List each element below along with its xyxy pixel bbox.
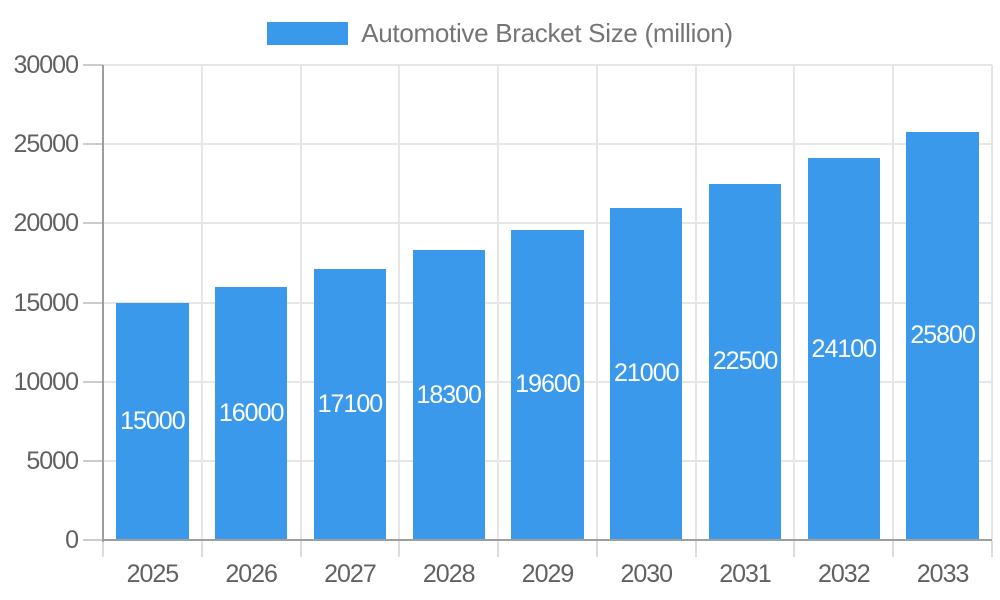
y-axis-label-5000: 5000 bbox=[26, 446, 79, 475]
bar-2025[interactable]: 15000 bbox=[116, 302, 189, 540]
y-tick-5000 bbox=[83, 459, 103, 462]
gridline-x-4 bbox=[497, 65, 500, 540]
x-axis-label-2031: 2031 bbox=[719, 560, 772, 588]
bar-value-label-2033: 25800 bbox=[910, 321, 976, 350]
gridline-x-5 bbox=[595, 65, 598, 540]
y-axis-label-30000: 30000 bbox=[13, 51, 79, 79]
gridline-x-1 bbox=[200, 65, 203, 540]
legend-label: Automotive Bracket Size (million) bbox=[361, 18, 733, 48]
y-tick-20000 bbox=[83, 222, 103, 225]
x-tick-6 bbox=[694, 541, 697, 557]
bar-value-label-2027: 17100 bbox=[317, 390, 384, 419]
y-tick-25000 bbox=[83, 143, 103, 146]
y-tick-10000 bbox=[83, 380, 103, 383]
y-axis-label-10000: 10000 bbox=[13, 367, 79, 396]
x-axis-label-2030: 2030 bbox=[620, 560, 673, 588]
legend-swatch bbox=[267, 22, 349, 45]
x-axis-label-2033: 2033 bbox=[916, 560, 970, 588]
bar-value-label-2031: 22500 bbox=[712, 347, 779, 376]
y-axis-label-20000: 20000 bbox=[13, 209, 79, 238]
gridline-x-6 bbox=[694, 65, 697, 540]
bar-2027[interactable]: 17100 bbox=[313, 269, 387, 540]
x-axis-label-2032: 2032 bbox=[818, 560, 871, 588]
bar-2033[interactable]: 25800 bbox=[906, 131, 979, 540]
x-tick-3 bbox=[398, 541, 401, 557]
gridline-y-25000 bbox=[103, 143, 992, 146]
gridline-x-9 bbox=[991, 65, 993, 540]
x-tick-8 bbox=[892, 541, 895, 557]
y-axis-label-25000: 25000 bbox=[13, 130, 79, 159]
gridline-y-30000 bbox=[103, 64, 992, 66]
legend[interactable]: Automotive Bracket Size (million) bbox=[0, 18, 1000, 49]
x-axis-label-2028: 2028 bbox=[422, 560, 476, 588]
x-axis-label-2029: 2029 bbox=[521, 560, 575, 588]
gridline-x-2 bbox=[299, 65, 302, 540]
gridline-y-20000 bbox=[103, 222, 992, 225]
x-tick-5 bbox=[595, 541, 598, 557]
bar-value-label-2032: 24100 bbox=[811, 334, 878, 363]
gridline-x-8 bbox=[892, 65, 895, 540]
bar-2028[interactable]: 18300 bbox=[412, 250, 485, 540]
x-tick-2 bbox=[299, 541, 302, 557]
gridline-x-3 bbox=[398, 65, 401, 540]
bar-2029[interactable]: 19600 bbox=[511, 229, 584, 540]
x-axis-line bbox=[102, 539, 992, 541]
y-tick-15000 bbox=[83, 301, 103, 304]
x-axis-label-2027: 2027 bbox=[324, 560, 377, 588]
x-tick-7 bbox=[793, 541, 796, 557]
bar-2031[interactable]: 22500 bbox=[708, 183, 782, 540]
bar-2032[interactable]: 24100 bbox=[807, 158, 881, 540]
x-tick-1 bbox=[200, 541, 203, 557]
bar-value-label-2030: 21000 bbox=[613, 359, 680, 388]
bar-2026[interactable]: 16000 bbox=[214, 286, 288, 540]
bar-value-label-2025: 15000 bbox=[120, 406, 186, 435]
y-axis-label-15000: 15000 bbox=[13, 288, 79, 317]
bar-value-label-2028: 18300 bbox=[416, 380, 482, 409]
bar-2030[interactable]: 21000 bbox=[610, 207, 683, 540]
y-axis-line bbox=[102, 65, 104, 542]
plot-area: 15000 16000 17100 18300 19600 21000 22500 24100… bbox=[103, 64, 993, 540]
x-tick-0 bbox=[102, 541, 104, 557]
x-tick-4 bbox=[497, 541, 500, 557]
gridline-x-7 bbox=[793, 65, 796, 540]
x-tick-9 bbox=[991, 541, 993, 557]
x-axis-label-2025: 2025 bbox=[126, 560, 180, 588]
x-axis-label-2026: 2026 bbox=[225, 560, 278, 588]
y-tick-30000 bbox=[83, 64, 103, 66]
bar-value-label-2026: 16000 bbox=[218, 398, 285, 427]
y-tick-0 bbox=[83, 539, 103, 541]
y-axis-label-0: 0 bbox=[65, 526, 79, 554]
bar-value-label-2029: 19600 bbox=[515, 370, 581, 399]
